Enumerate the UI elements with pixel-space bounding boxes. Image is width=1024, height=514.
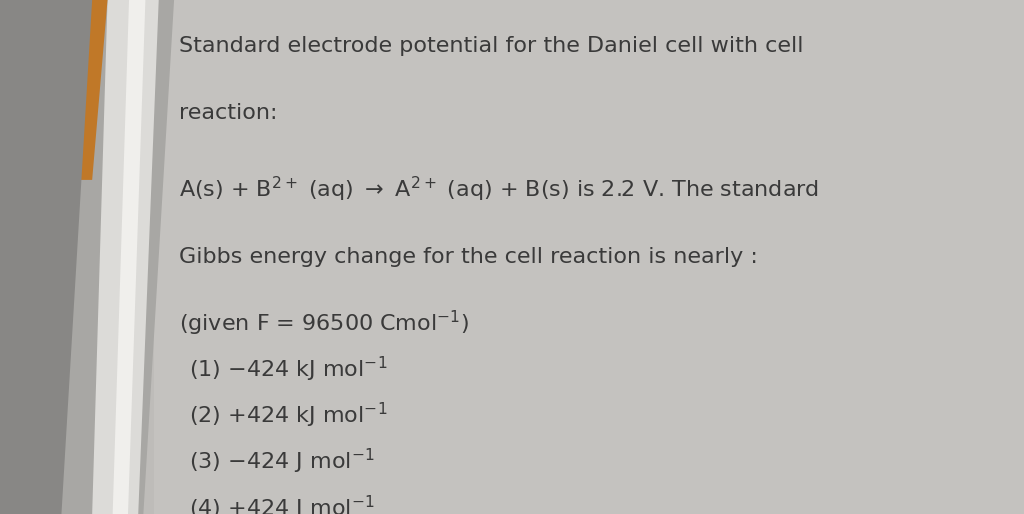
Text: Gibbs energy change for the cell reaction is nearly :: Gibbs energy change for the cell reactio… — [179, 247, 758, 267]
Text: (given F = 96500 Cmol$^{-1}$): (given F = 96500 Cmol$^{-1}$) — [179, 308, 469, 338]
Polygon shape — [154, 0, 1024, 514]
Text: (1) $-$424 kJ mol$^{-1}$: (1) $-$424 kJ mol$^{-1}$ — [189, 355, 388, 384]
Polygon shape — [113, 0, 145, 514]
Text: (3) $-$424 J mol$^{-1}$: (3) $-$424 J mol$^{-1}$ — [189, 447, 375, 476]
Polygon shape — [0, 0, 174, 514]
Text: A(s) + B$^{2+}$ (aq) $\rightarrow$ A$^{2+}$ (aq) + B(s) is 2.2 V. The standard: A(s) + B$^{2+}$ (aq) $\rightarrow$ A$^{2… — [179, 175, 819, 204]
Text: (4) +424 J mol$^{-1}$: (4) +424 J mol$^{-1}$ — [189, 493, 375, 514]
Polygon shape — [123, 0, 1024, 514]
Polygon shape — [0, 0, 108, 180]
Text: reaction:: reaction: — [179, 103, 278, 123]
Text: (2) +424 kJ mol$^{-1}$: (2) +424 kJ mol$^{-1}$ — [189, 401, 388, 430]
Polygon shape — [0, 0, 92, 514]
Text: Standard electrode potential for the Daniel cell with cell: Standard electrode potential for the Dan… — [179, 36, 804, 56]
Polygon shape — [92, 0, 159, 514]
